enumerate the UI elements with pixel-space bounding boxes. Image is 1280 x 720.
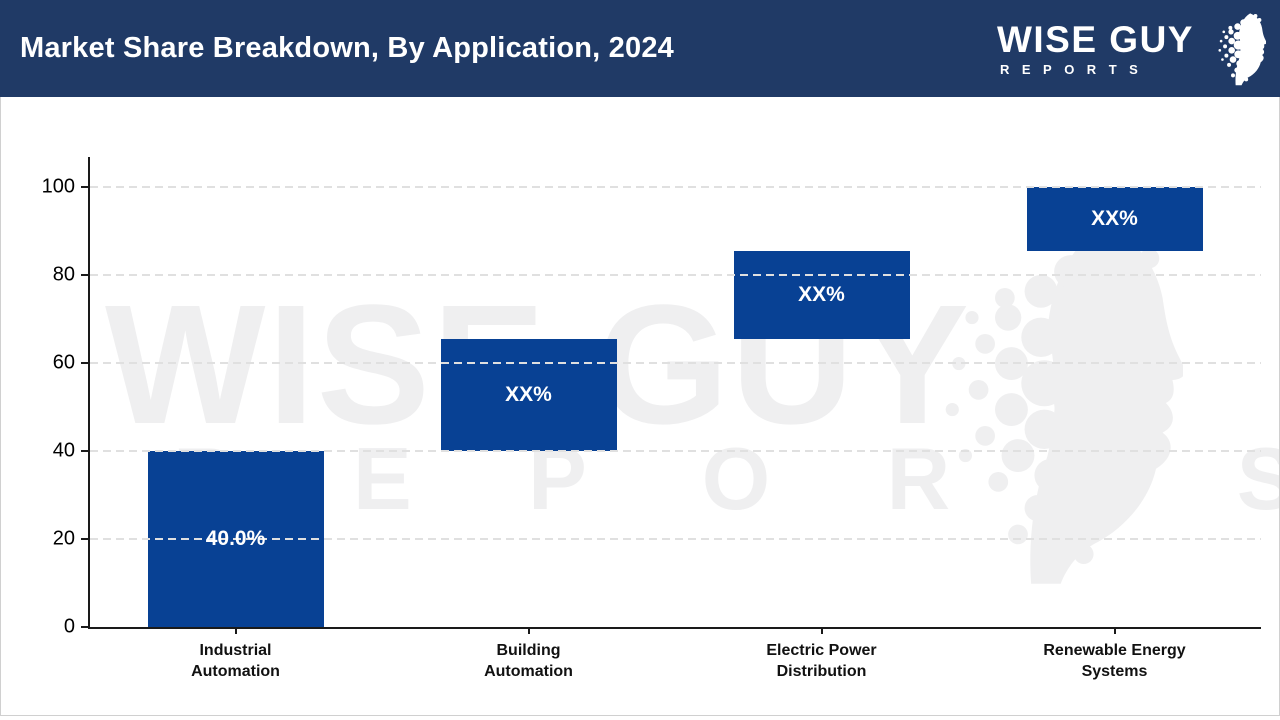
y-tick-label: 60 [52, 351, 75, 374]
y-tick [81, 450, 89, 452]
logo-wordmark: WISE GUY REPORTS [997, 21, 1194, 76]
bar-label: XX% [798, 282, 845, 306]
category-label: Industrial Automation [191, 642, 280, 680]
y-tick [81, 362, 89, 364]
bar-label: XX% [1091, 206, 1138, 230]
bar-label: 40.0% [205, 527, 266, 550]
y-tick-label: 0 [63, 615, 75, 638]
x-tick [820, 627, 823, 634]
bar [733, 250, 910, 339]
gridline [90, 450, 1261, 452]
y-tick [81, 538, 89, 540]
logo-face-icon [1200, 9, 1266, 89]
x-tick [234, 627, 237, 634]
bar [440, 338, 617, 451]
page-title: Market Share Breakdown, By Application, … [20, 32, 674, 64]
gridline [90, 362, 1261, 364]
x-axis [88, 627, 1261, 629]
category-label: Renewable Energy Systems [1043, 642, 1186, 680]
y-tick-label: 40 [52, 439, 75, 462]
logo-wordmark-line2: REPORTS [999, 62, 1151, 77]
chart-area: WISE GUY R E P O R T S 0 20 40 60 80 100 40.0%… [0, 97, 1280, 716]
y-tick [81, 626, 89, 628]
header: Market Share Breakdown, By Application, … [0, 0, 1280, 97]
bar-label: XX% [505, 382, 552, 406]
brand-logo: WISE GUY REPORTS [997, 9, 1266, 89]
y-tick-label: 20 [52, 527, 75, 550]
y-tick [81, 186, 89, 188]
x-tick [527, 627, 530, 634]
logo-wordmark-line1: WISE GUY [996, 19, 1194, 60]
x-tick [1113, 627, 1116, 634]
gridline [90, 538, 1261, 540]
gridline [90, 186, 1261, 188]
y-tick-label: 100 [41, 175, 75, 198]
category-label: Building Automation [484, 642, 573, 680]
y-axis [88, 157, 90, 629]
y-tick [81, 274, 89, 276]
gridline [90, 274, 1261, 276]
bar [1026, 187, 1203, 251]
category-label: Electric Power Distribution [766, 642, 877, 680]
y-tick-label: 80 [52, 263, 75, 286]
